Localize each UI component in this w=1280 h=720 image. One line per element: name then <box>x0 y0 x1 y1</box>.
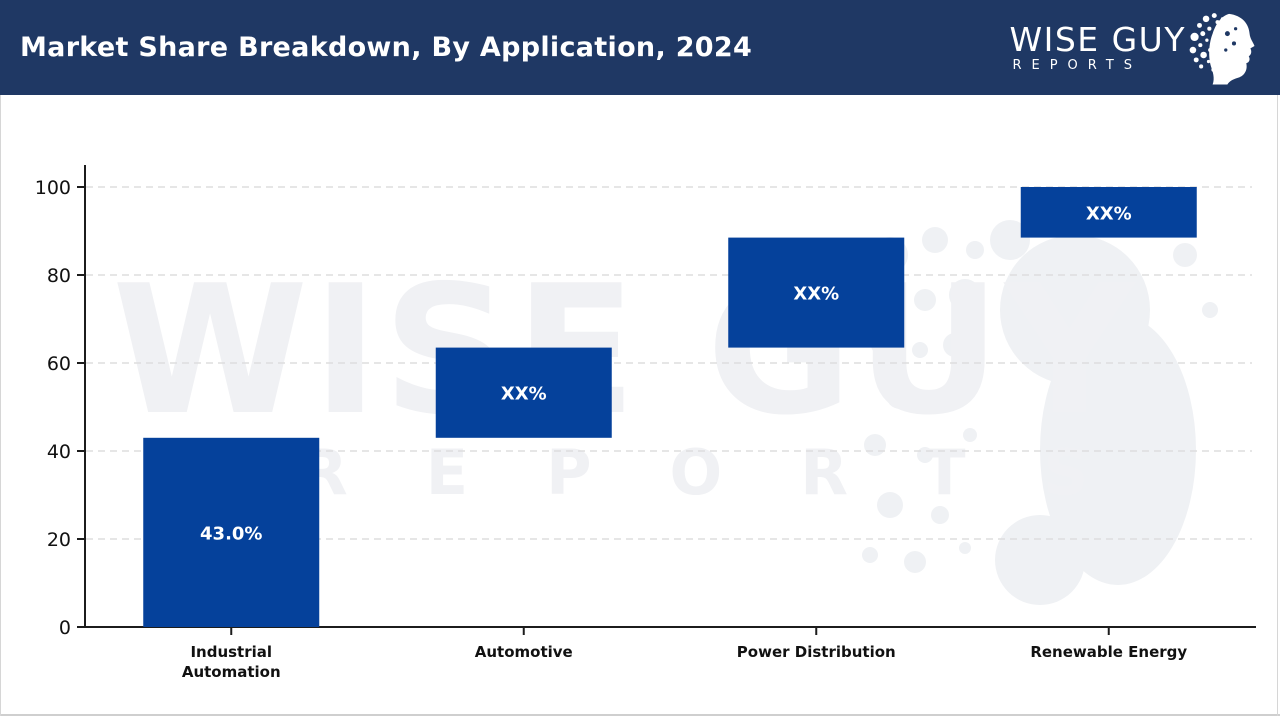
watermark-text-line1: WISE GUY <box>112 247 1138 454</box>
logo-subtext: REPORTS <box>1012 58 1143 74</box>
category-label: Renewable Energy <box>1030 643 1187 661</box>
y-tick-label: 100 <box>35 177 71 199</box>
y-tick-label: 0 <box>59 617 71 639</box>
wise-guy-logo: WISE GUY REPORTS <box>1009 4 1266 92</box>
y-tick-label: 80 <box>47 265 71 287</box>
category-label: Automotive <box>475 643 573 661</box>
header-bar: Market Share Breakdown, By Application, … <box>0 0 1280 95</box>
bar-value-label: XX% <box>1086 203 1132 224</box>
logo-head-icon <box>1189 13 1255 85</box>
page-bottom-border <box>0 714 1280 716</box>
bar-value-label: 43.0% <box>200 523 262 544</box>
bar-segment <box>1020 187 1197 238</box>
y-tick-label: 20 <box>47 529 71 551</box>
logo-text: WISE GUY REPORTS <box>1009 19 1186 74</box>
page-left-border <box>0 95 1 716</box>
logo-wordmark: WISE GUY <box>1009 19 1186 59</box>
watermark-text-line2: REPORTS <box>300 436 1167 509</box>
category-label: Industrial Automation <box>182 643 281 681</box>
bar-value-label: XX% <box>501 384 547 405</box>
y-tick-label: 60 <box>47 353 71 375</box>
page-title: Market Share Breakdown, By Application, … <box>20 32 753 63</box>
bar-value-label: XX% <box>793 284 839 305</box>
y-tick-label: 40 <box>47 441 71 463</box>
page-right-border <box>1277 95 1278 716</box>
category-label: Power Distribution <box>737 643 896 661</box>
bar-segment <box>435 347 612 438</box>
bar-segment <box>728 237 905 348</box>
bar-segment <box>143 437 320 627</box>
